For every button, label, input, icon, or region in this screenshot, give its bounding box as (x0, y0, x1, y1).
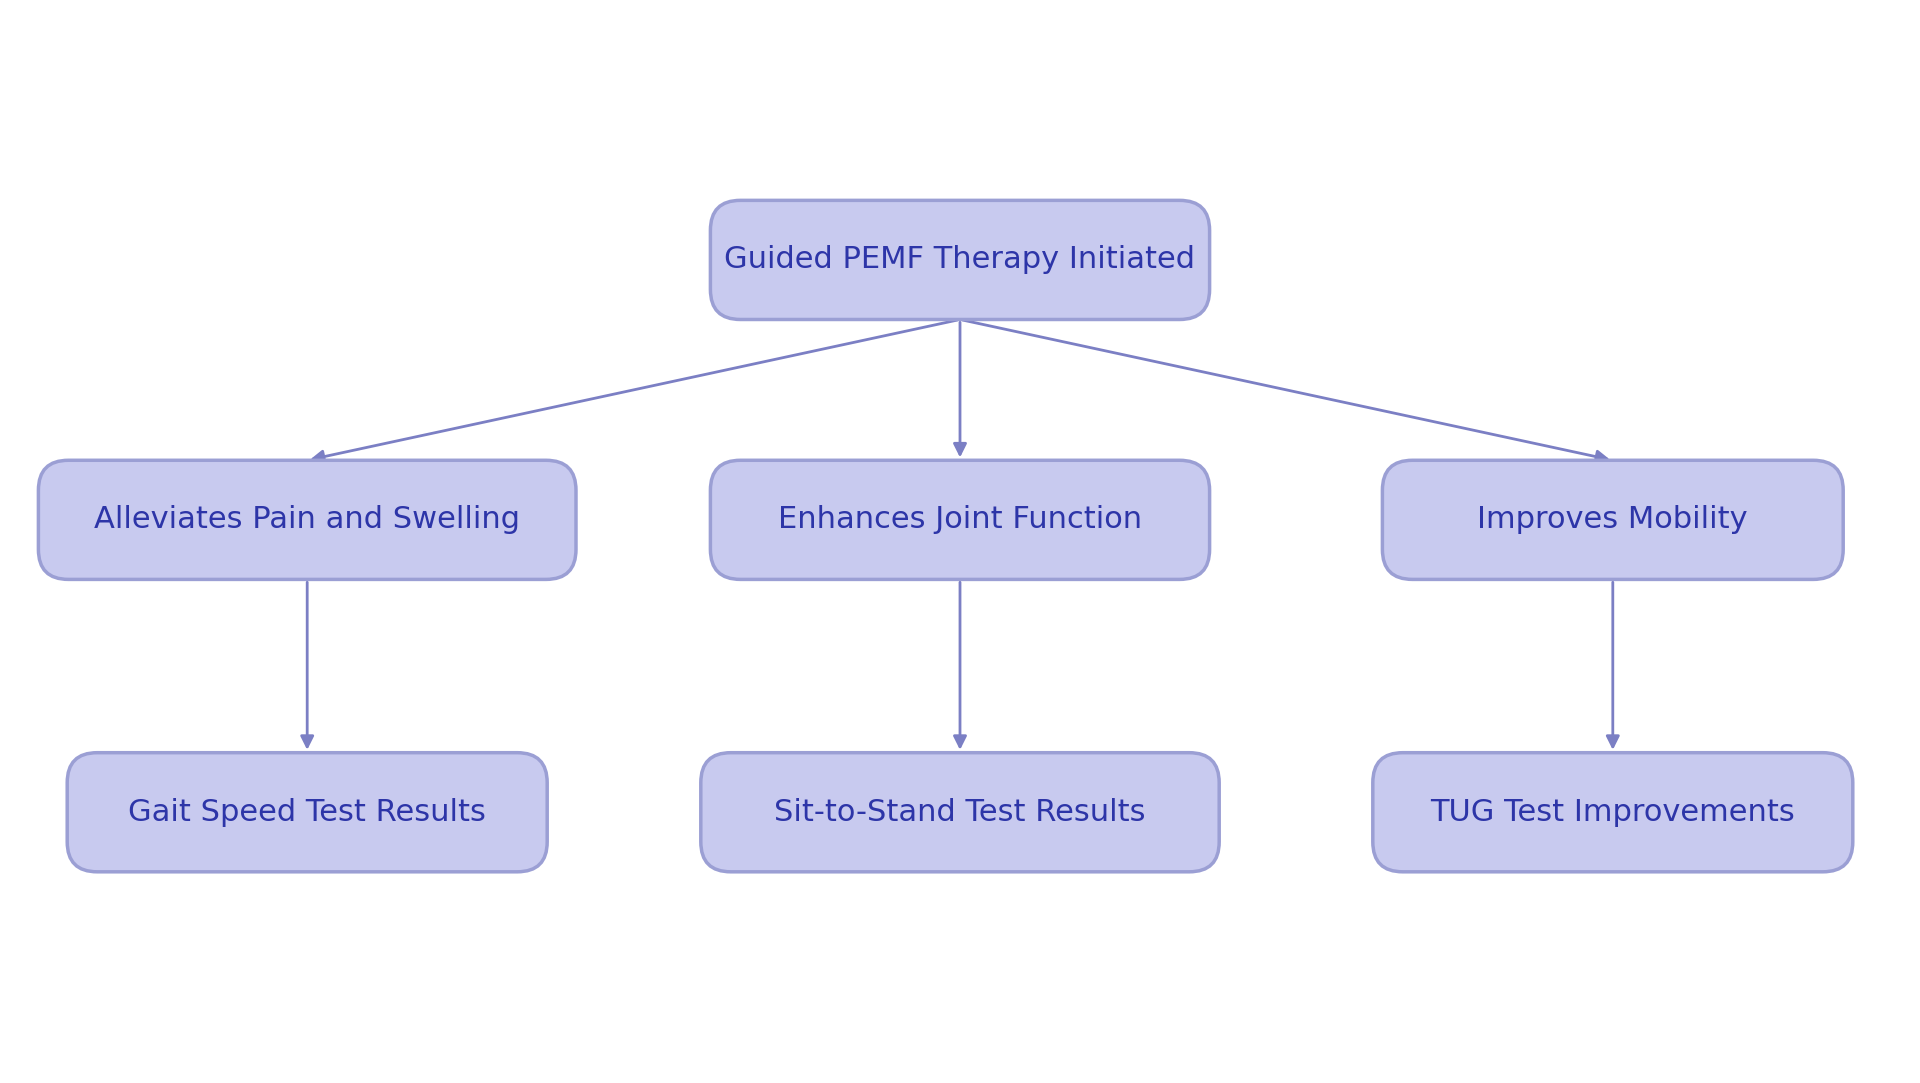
FancyBboxPatch shape (1382, 460, 1843, 579)
Text: TUG Test Improvements: TUG Test Improvements (1430, 798, 1795, 826)
FancyBboxPatch shape (38, 460, 576, 579)
FancyBboxPatch shape (1373, 753, 1853, 872)
Text: Improves Mobility: Improves Mobility (1478, 506, 1747, 534)
FancyBboxPatch shape (710, 460, 1210, 579)
Text: Gait Speed Test Results: Gait Speed Test Results (129, 798, 486, 826)
Text: Enhances Joint Function: Enhances Joint Function (778, 506, 1142, 534)
FancyBboxPatch shape (67, 753, 547, 872)
Text: Guided PEMF Therapy Initiated: Guided PEMF Therapy Initiated (724, 246, 1196, 274)
FancyBboxPatch shape (701, 753, 1219, 872)
FancyBboxPatch shape (710, 200, 1210, 319)
Text: Sit-to-Stand Test Results: Sit-to-Stand Test Results (774, 798, 1146, 826)
Text: Alleviates Pain and Swelling: Alleviates Pain and Swelling (94, 506, 520, 534)
